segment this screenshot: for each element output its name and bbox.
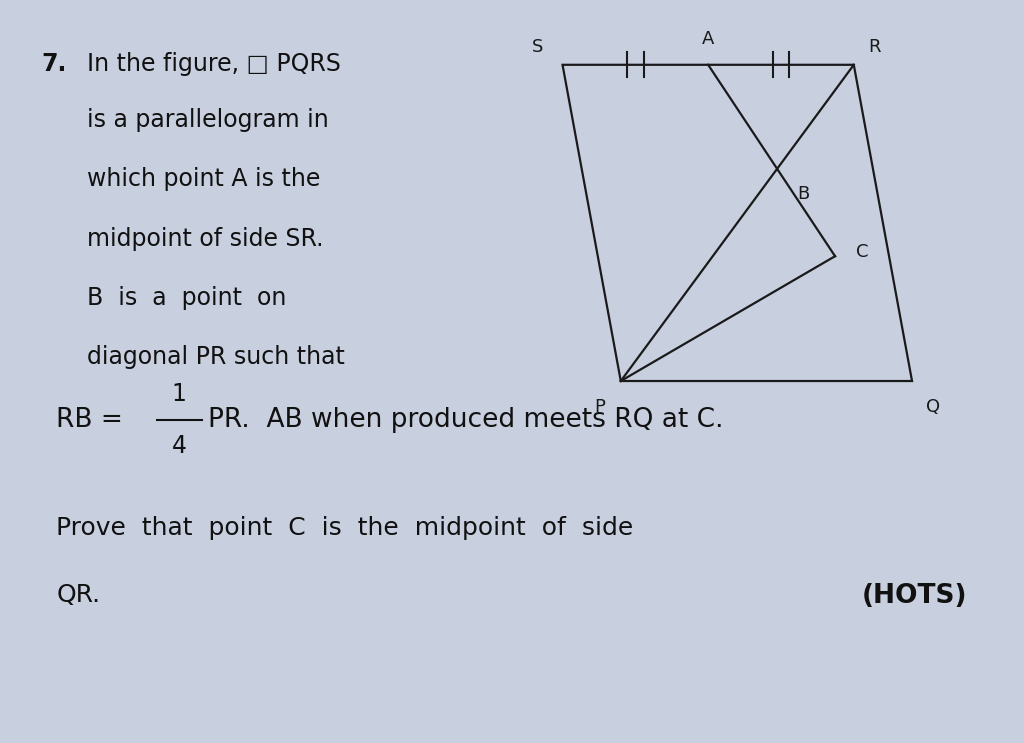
Text: 1: 1 — [172, 382, 186, 406]
Text: which point A is the: which point A is the — [87, 167, 321, 191]
Text: S: S — [531, 39, 544, 56]
Text: R: R — [868, 39, 881, 56]
Text: B  is  a  point  on: B is a point on — [87, 286, 287, 310]
Text: midpoint of side SR.: midpoint of side SR. — [87, 227, 324, 250]
Text: B: B — [798, 185, 810, 203]
Text: Q: Q — [926, 398, 940, 415]
Text: 7.: 7. — [41, 52, 67, 76]
Text: PR.  AB when produced meets RQ at C.: PR. AB when produced meets RQ at C. — [208, 407, 723, 432]
Text: 4: 4 — [172, 434, 186, 458]
Text: QR.: QR. — [56, 583, 100, 607]
Text: (HOTS): (HOTS) — [862, 583, 968, 609]
Text: C: C — [856, 243, 868, 261]
Text: diagonal PR such that: diagonal PR such that — [87, 345, 345, 369]
Text: Prove  that  point  C  is  the  midpoint  of  side: Prove that point C is the midpoint of si… — [56, 516, 634, 540]
Text: is a parallelogram in: is a parallelogram in — [87, 108, 329, 132]
Text: In the figure, □ PQRS: In the figure, □ PQRS — [87, 52, 341, 76]
Text: P: P — [595, 398, 605, 415]
Text: A: A — [702, 30, 715, 48]
Text: RB =: RB = — [56, 407, 123, 432]
